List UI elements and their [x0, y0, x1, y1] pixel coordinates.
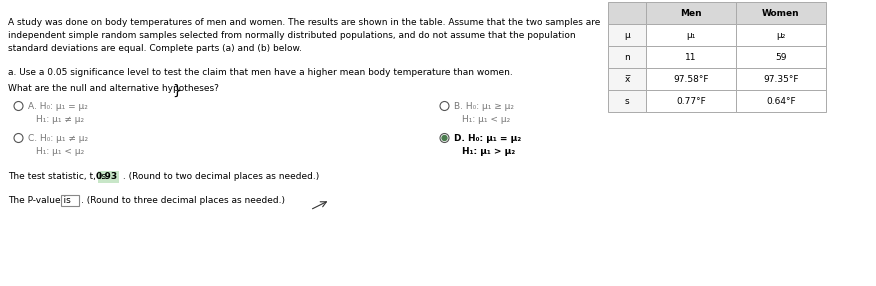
Text: The P-value is: The P-value is — [8, 196, 74, 205]
Text: A study was done on body temperatures of men and women. The results are shown in: A study was done on body temperatures of… — [8, 18, 600, 27]
Bar — [61, 195, 79, 206]
Text: H₁: μ₁ ≠ μ₂: H₁: μ₁ ≠ μ₂ — [36, 115, 84, 124]
Text: s: s — [625, 96, 629, 106]
Text: n: n — [624, 53, 630, 61]
Text: H₁: μ₁ < μ₂: H₁: μ₁ < μ₂ — [36, 147, 84, 156]
Text: Men: Men — [680, 9, 702, 17]
Text: B. H₀: μ₁ ≥ μ₂: B. H₀: μ₁ ≥ μ₂ — [454, 102, 514, 111]
Bar — [608, 24, 646, 46]
Text: μ₂: μ₂ — [776, 31, 786, 39]
Bar — [736, 68, 826, 90]
Bar — [646, 90, 736, 112]
Bar — [646, 2, 736, 24]
Bar — [646, 24, 736, 46]
Text: standard deviations are equal. Complete parts (a) and (b) below.: standard deviations are equal. Complete … — [8, 44, 302, 53]
Bar — [736, 24, 826, 46]
Bar — [646, 46, 736, 68]
Bar — [608, 2, 646, 24]
Text: }: } — [172, 84, 180, 98]
Text: 11: 11 — [685, 53, 696, 61]
Text: . (Round to three decimal places as needed.): . (Round to three decimal places as need… — [81, 196, 286, 205]
Text: . (Round to two decimal places as needed.): . (Round to two decimal places as needed… — [121, 172, 320, 181]
Text: μ₁: μ₁ — [686, 31, 696, 39]
Text: μ: μ — [624, 31, 630, 39]
Bar — [736, 90, 826, 112]
Text: A. H₀: μ₁ = μ₂: A. H₀: μ₁ = μ₂ — [28, 102, 88, 111]
Text: 97.58°F: 97.58°F — [674, 74, 709, 84]
Bar — [608, 68, 646, 90]
Text: Women: Women — [762, 9, 800, 17]
Bar — [646, 68, 736, 90]
Text: The test statistic, t, is: The test statistic, t, is — [8, 172, 109, 181]
Bar — [608, 46, 646, 68]
Text: H₁: μ₁ < μ₂: H₁: μ₁ < μ₂ — [462, 115, 510, 124]
Text: a. Use a 0.05 significance level to test the claim that men have a higher mean b: a. Use a 0.05 significance level to test… — [8, 68, 512, 77]
Text: independent simple random samples selected from normally distributed populations: independent simple random samples select… — [8, 31, 576, 40]
Text: 97.35°F: 97.35°F — [763, 74, 799, 84]
Text: D. H₀: μ₁ = μ₂: D. H₀: μ₁ = μ₂ — [454, 134, 521, 143]
Text: C. H₀: μ₁ ≠ μ₂: C. H₀: μ₁ ≠ μ₂ — [28, 134, 88, 143]
Text: 0.93: 0.93 — [95, 172, 117, 181]
Bar — [608, 90, 646, 112]
Bar — [98, 171, 118, 183]
Text: What are the null and alternative hypotheses?: What are the null and alternative hypoth… — [8, 84, 219, 93]
Bar — [736, 2, 826, 24]
Text: 0.64°F: 0.64°F — [766, 96, 795, 106]
Circle shape — [442, 136, 447, 140]
Text: H₁: μ₁ > μ₂: H₁: μ₁ > μ₂ — [462, 147, 515, 156]
Text: x̅: x̅ — [625, 74, 630, 84]
Text: 59: 59 — [775, 53, 787, 61]
Text: 0.77°F: 0.77°F — [676, 96, 706, 106]
Bar — [736, 46, 826, 68]
